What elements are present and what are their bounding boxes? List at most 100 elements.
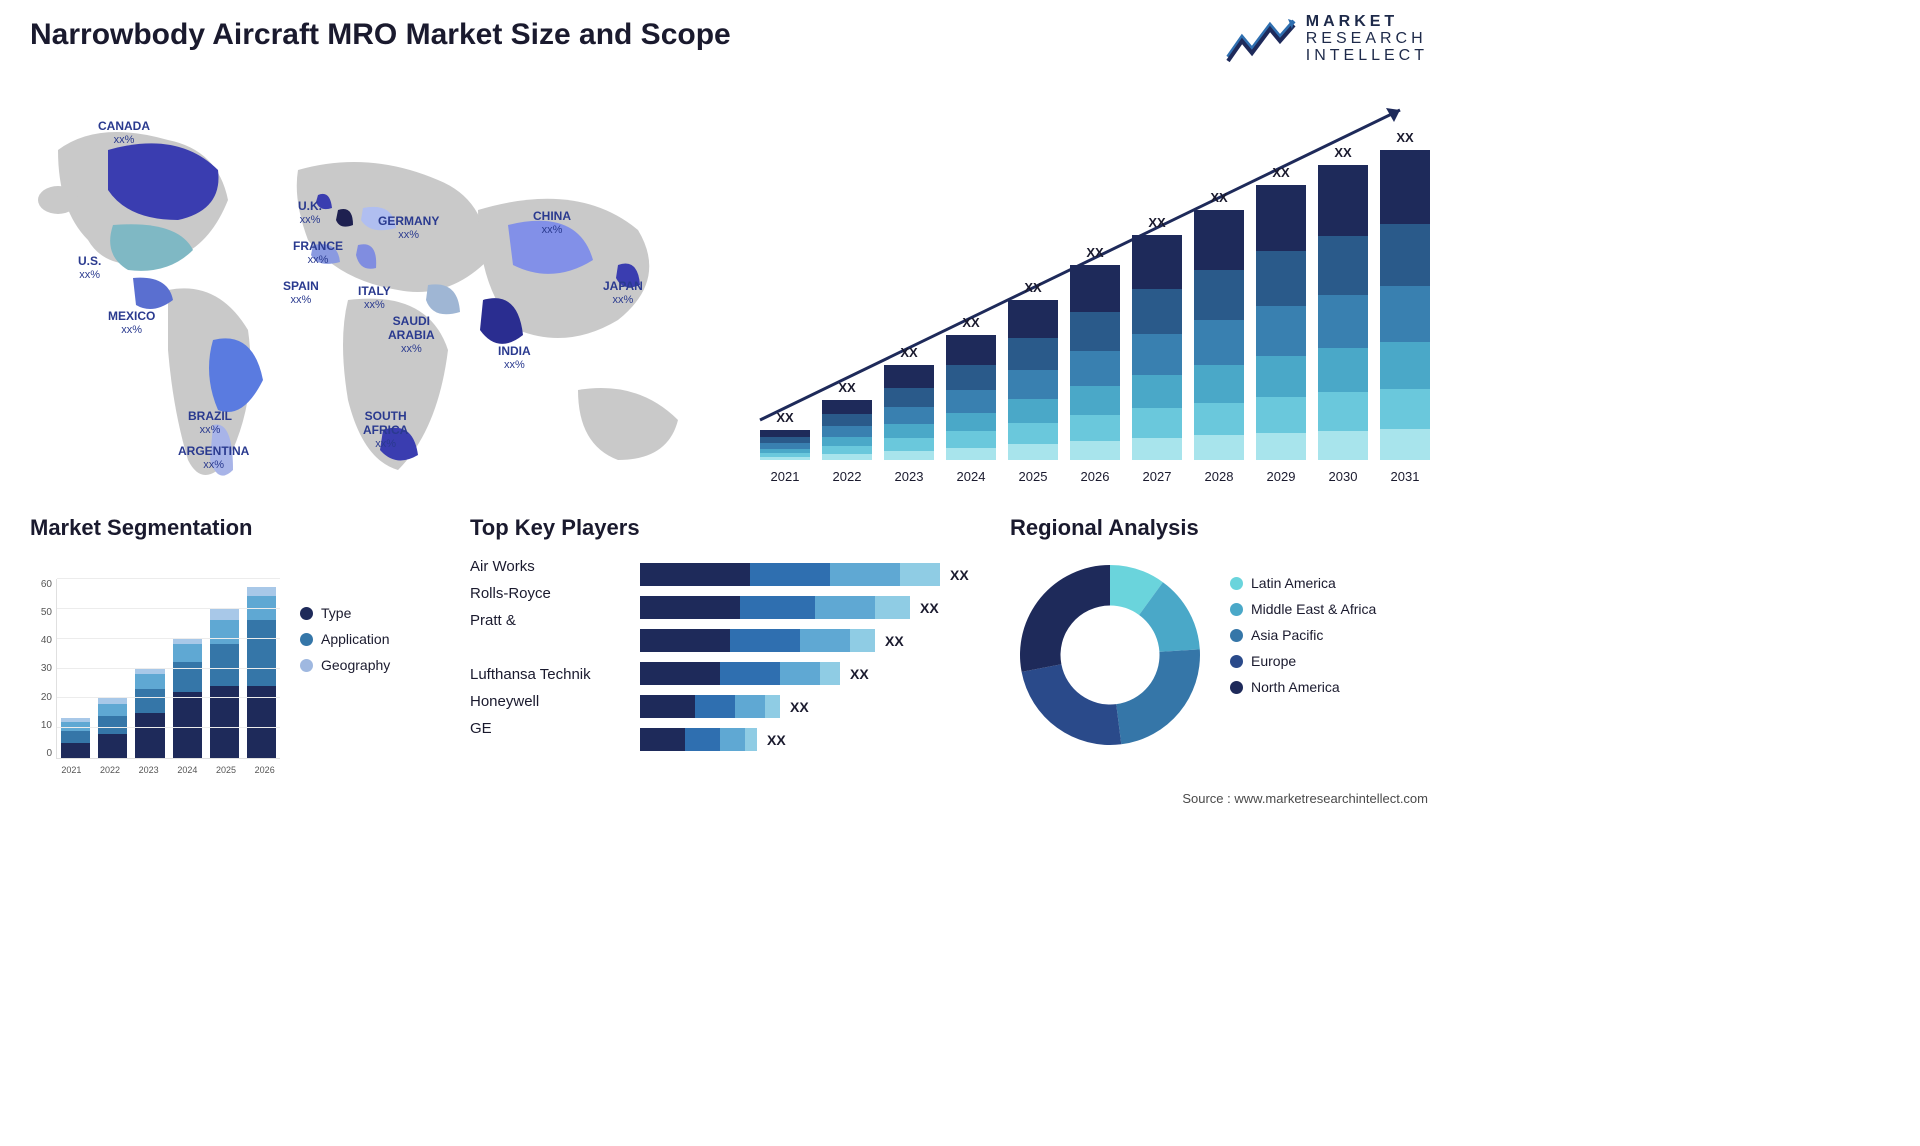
player-bar-label: XX bbox=[767, 732, 786, 748]
growth-bar-segment bbox=[946, 431, 996, 447]
growth-bar-segment bbox=[1132, 235, 1182, 289]
growth-bar-segment bbox=[1070, 351, 1120, 386]
legend-item: Latin America bbox=[1230, 575, 1376, 591]
segmentation-xtick: 2025 bbox=[211, 765, 242, 775]
logo-line2: RESEARCH bbox=[1306, 31, 1428, 48]
growth-bar-segment bbox=[822, 426, 872, 437]
donut-slice bbox=[1022, 664, 1122, 745]
growth-bar-segment bbox=[946, 413, 996, 432]
player-name bbox=[470, 634, 630, 661]
growth-bar-segment bbox=[1194, 320, 1244, 365]
legend-item: Application bbox=[300, 631, 390, 647]
legend-label: Middle East & Africa bbox=[1251, 601, 1376, 617]
growth-bar-segment bbox=[1256, 356, 1306, 397]
growth-bar-label: XX bbox=[822, 380, 872, 395]
growth-bar-segment bbox=[1380, 342, 1430, 389]
map-label: ITALYxx% bbox=[358, 285, 391, 311]
growth-bar-segment bbox=[946, 365, 996, 390]
player-bar bbox=[640, 563, 940, 586]
growth-bar-segment bbox=[884, 424, 934, 438]
growth-bar: XX bbox=[1256, 185, 1306, 460]
growth-bar-segment bbox=[1008, 338, 1058, 370]
growth-xaxis-label: 2022 bbox=[822, 469, 872, 484]
player-bar bbox=[640, 662, 840, 685]
growth-bar-segment bbox=[1256, 251, 1306, 306]
world-map-panel: CANADAxx%U.S.xx%MEXICOxx%BRAZILxx%ARGENT… bbox=[18, 90, 718, 500]
map-label: FRANCExx% bbox=[293, 240, 343, 266]
growth-bar-label: XX bbox=[1380, 130, 1430, 145]
player-bar-segment bbox=[695, 695, 735, 718]
players-name-list: Air WorksRolls-RoycePratt & Lufthansa Te… bbox=[470, 553, 630, 742]
player-bar-segment bbox=[765, 695, 780, 718]
player-bar-segment bbox=[640, 695, 695, 718]
map-label: SPAINxx% bbox=[283, 280, 319, 306]
player-bar-label: XX bbox=[885, 633, 904, 649]
player-bar bbox=[640, 728, 757, 751]
player-bar-label: XX bbox=[920, 600, 939, 616]
growth-bar-segment bbox=[1008, 423, 1058, 444]
growth-xaxis-label: 2026 bbox=[1070, 469, 1120, 484]
player-bar-label: XX bbox=[950, 567, 969, 583]
player-bar-segment bbox=[720, 728, 745, 751]
player-bar-segment bbox=[750, 563, 830, 586]
growth-bar-label: XX bbox=[1070, 245, 1120, 260]
map-label: MEXICOxx% bbox=[108, 310, 155, 336]
growth-bar-segment bbox=[1132, 334, 1182, 375]
growth-bar-segment bbox=[1318, 295, 1368, 348]
growth-bar: XX bbox=[822, 400, 872, 460]
segmentation-bar-segment bbox=[173, 662, 202, 692]
growth-bar-segment bbox=[1070, 386, 1120, 415]
player-bar-segment bbox=[875, 596, 910, 619]
segmentation-bar bbox=[210, 608, 239, 758]
player-bar-segment bbox=[720, 662, 780, 685]
legend-swatch-icon bbox=[300, 659, 313, 672]
player-bar-row: XX bbox=[640, 728, 1000, 751]
segmentation-bar-segment bbox=[135, 674, 164, 689]
segmentation-xtick: 2026 bbox=[249, 765, 280, 775]
growth-xaxis-label: 2021 bbox=[760, 469, 810, 484]
growth-bar-segment bbox=[1256, 185, 1306, 251]
legend-label: Application bbox=[321, 631, 390, 647]
player-bar-segment bbox=[685, 728, 720, 751]
player-bar-segment bbox=[830, 563, 900, 586]
growth-bar: XX bbox=[1132, 235, 1182, 460]
growth-bar-label: XX bbox=[946, 315, 996, 330]
segmentation-bar-segment bbox=[98, 734, 127, 758]
growth-bar-segment bbox=[1132, 438, 1182, 461]
logo-line1: MARKET bbox=[1306, 14, 1428, 31]
growth-bar-segment bbox=[1380, 429, 1430, 460]
legend-swatch-icon bbox=[1230, 629, 1243, 642]
grid-line bbox=[57, 727, 280, 728]
growth-bar-segment bbox=[1318, 348, 1368, 392]
donut-slice bbox=[1116, 649, 1200, 744]
growth-bar-label: XX bbox=[1132, 215, 1182, 230]
growth-bar-segment bbox=[884, 365, 934, 388]
legend-label: Europe bbox=[1251, 653, 1296, 669]
segmentation-bar-segment bbox=[247, 620, 276, 686]
growth-bar: XX bbox=[946, 335, 996, 460]
growth-bar-segment bbox=[1256, 433, 1306, 461]
growth-bar-segment bbox=[1318, 165, 1368, 236]
growth-bar-segment bbox=[1380, 150, 1430, 224]
map-label: INDIAxx% bbox=[498, 345, 531, 371]
map-label: GERMANYxx% bbox=[378, 215, 439, 241]
map-label: ARGENTINAxx% bbox=[178, 445, 249, 471]
segmentation-bar-chart: 0102030405060 202120222023202420252026 bbox=[30, 555, 280, 775]
segmentation-bar-segment bbox=[98, 716, 127, 734]
players-title: Top Key Players bbox=[470, 515, 1000, 541]
segmentation-bar-segment bbox=[210, 608, 239, 620]
grid-line bbox=[57, 697, 280, 698]
segmentation-xtick: 2023 bbox=[133, 765, 164, 775]
segmentation-xtick: 2024 bbox=[172, 765, 203, 775]
regional-legend: Latin AmericaMiddle East & AfricaAsia Pa… bbox=[1230, 575, 1376, 705]
player-bar-segment bbox=[735, 695, 765, 718]
player-bar-segment bbox=[900, 563, 940, 586]
growth-xaxis-label: 2025 bbox=[1008, 469, 1058, 484]
legend-item: North America bbox=[1230, 679, 1376, 695]
growth-bar-segment bbox=[1318, 392, 1368, 430]
legend-swatch-icon bbox=[300, 607, 313, 620]
player-bar-segment bbox=[730, 629, 800, 652]
segmentation-bar-segment bbox=[135, 713, 164, 758]
grid-line bbox=[57, 608, 280, 609]
growth-bar: XX bbox=[1070, 265, 1120, 460]
